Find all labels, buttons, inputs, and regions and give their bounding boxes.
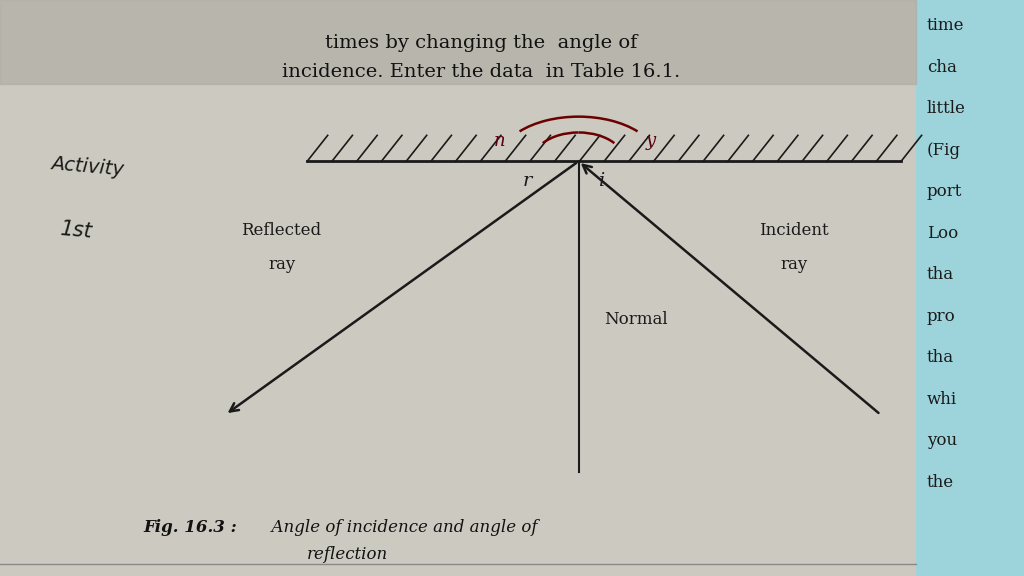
Text: Incident: Incident [759, 222, 828, 239]
Text: port: port [927, 183, 963, 200]
Text: tha: tha [927, 266, 953, 283]
Text: 1st: 1st [59, 219, 94, 242]
Text: Activity: Activity [50, 154, 124, 180]
Text: little: little [927, 100, 966, 118]
Text: the: the [927, 473, 953, 491]
Text: Normal: Normal [604, 311, 668, 328]
Text: times by changing the  angle of: times by changing the angle of [325, 34, 638, 52]
Text: n: n [494, 132, 506, 150]
Text: i: i [598, 172, 604, 191]
Bar [916, 0, 1024, 576]
Text: tha: tha [927, 349, 953, 366]
Text: (Fig: (Fig [927, 142, 961, 159]
Text: Loo: Loo [927, 225, 958, 242]
Text: cha: cha [927, 59, 956, 76]
Text: r: r [522, 172, 532, 191]
Text: ray: ray [268, 256, 295, 274]
Text: whi: whi [927, 391, 956, 408]
Text: y: y [645, 132, 655, 150]
Bar [0, 0, 916, 84]
Text: time: time [927, 17, 965, 35]
Text: you: you [927, 432, 956, 449]
Text: Fig. 16.3 :: Fig. 16.3 : [143, 518, 238, 536]
Text: reflection: reflection [307, 545, 388, 563]
Text: Reflected: Reflected [242, 222, 322, 239]
Text: Angle of incidence and angle of: Angle of incidence and angle of [261, 518, 538, 536]
Text: pro: pro [927, 308, 955, 325]
Text: ray: ray [780, 256, 807, 274]
Text: incidence. Enter the data  in Table 16.1.: incidence. Enter the data in Table 16.1. [283, 63, 680, 81]
